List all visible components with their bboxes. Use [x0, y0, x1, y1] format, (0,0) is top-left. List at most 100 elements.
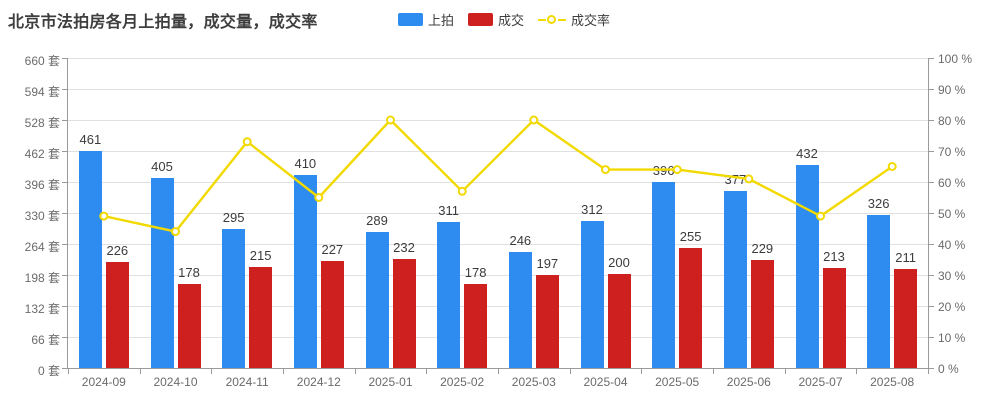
legend-swatch-icon	[398, 12, 423, 26]
bar-上拍-2024-12[interactable]	[293, 175, 317, 368]
legend-line-icon	[538, 13, 567, 26]
legend-label: 成交率	[571, 12, 611, 28]
gridline	[68, 337, 928, 338]
legend-item-1[interactable]: 上拍	[398, 10, 454, 29]
right-axis-tick	[929, 244, 934, 245]
bar-value-label: 197	[536, 256, 559, 272]
left-axis-tick	[62, 306, 67, 307]
bar-value-label: 326	[867, 195, 890, 211]
bar-value-label: 226	[106, 242, 129, 258]
left-axis-tick-label: 330 套	[24, 209, 60, 223]
right-axis-line	[928, 58, 929, 369]
gridline	[68, 120, 928, 121]
left-axis-tick-label: 264 套	[24, 240, 60, 254]
left-axis-tick-label: 528 套	[24, 116, 60, 130]
x-axis-label-2024-09: 2024-09	[81, 375, 126, 389]
x-axis-tick	[355, 369, 356, 374]
x-axis-tick	[785, 369, 786, 374]
right-axis-tick	[929, 58, 934, 59]
bar-上拍-2025-08[interactable]	[867, 214, 891, 368]
bar-value-label: 432	[796, 146, 818, 162]
bar-上拍-2025-07[interactable]	[795, 165, 819, 368]
x-axis-label-2025-07: 2025-07	[798, 375, 843, 389]
bar-成交-2025-02[interactable]	[464, 284, 488, 368]
rate-point-2025-04[interactable]	[601, 165, 610, 175]
left-axis-tick-label: 132 套	[24, 302, 60, 316]
bar-value-label: 227	[321, 242, 344, 258]
left-axis-tick	[62, 244, 67, 245]
chart-legend: 上拍 成交 成交率	[398, 9, 610, 29]
bar-成交-2024-10[interactable]	[177, 284, 201, 368]
x-axis-label-2025-08: 2025-08	[870, 375, 915, 389]
bar-成交-2025-07[interactable]	[822, 267, 846, 368]
bar-value-label: 255	[679, 229, 702, 245]
right-axis-tick-label: 0 %	[938, 362, 959, 376]
right-axis-tick-label: 50 %	[938, 207, 966, 221]
bar-上拍-2025-01[interactable]	[365, 232, 389, 368]
bar-成交-2024-09[interactable]	[105, 261, 129, 368]
bar-value-label: 178	[178, 265, 200, 281]
x-axis-tick	[856, 369, 857, 374]
right-axis-tick-label: 20 %	[938, 300, 966, 314]
left-axis-line	[67, 58, 68, 369]
right-axis-tick	[929, 151, 934, 152]
right-axis-tick-label: 90 %	[938, 83, 966, 97]
bar-上拍-2025-06[interactable]	[723, 190, 747, 368]
legend-label: 成交	[498, 12, 525, 28]
left-axis-tick	[62, 151, 67, 152]
bar-value-label: 377	[724, 171, 747, 187]
bar-上拍-2025-04[interactable]	[580, 221, 604, 368]
left-axis-tick	[62, 89, 67, 90]
rate-point-2024-11[interactable]	[242, 137, 252, 147]
left-axis-tick	[62, 182, 67, 183]
left-axis-tick-label: 0 套	[37, 364, 60, 378]
bar-成交-2025-08[interactable]	[894, 268, 918, 368]
right-axis-tick-label: 100 %	[938, 52, 973, 66]
x-axis-tick	[140, 369, 141, 374]
bar-成交-2024-11[interactable]	[249, 267, 273, 368]
bar-上拍-2025-05[interactable]	[652, 182, 676, 368]
x-axis-tick	[68, 369, 69, 374]
bar-成交-2025-04[interactable]	[607, 274, 631, 368]
right-axis-tick-label: 60 %	[938, 176, 966, 190]
left-axis-tick	[62, 368, 67, 369]
gridline	[68, 306, 928, 307]
bar-value-label: 410	[294, 156, 317, 172]
left-axis-tick	[62, 213, 67, 214]
bar-上拍-2025-02[interactable]	[437, 221, 461, 368]
bar-value-label: 215	[249, 248, 272, 263]
x-axis-tick	[211, 369, 212, 374]
left-axis-tick	[62, 275, 67, 276]
x-axis-tick	[426, 369, 427, 374]
bar-成交-2024-12[interactable]	[320, 261, 344, 368]
rate-point-2025-02[interactable]	[457, 186, 467, 196]
right-axis-tick	[929, 337, 934, 338]
bar-value-label: 178	[464, 265, 487, 281]
bar-上拍-2025-03[interactable]	[508, 252, 532, 368]
left-axis-tick-label: 660 套	[24, 54, 60, 68]
x-axis-label-2025-01: 2025-01	[368, 375, 413, 389]
legend-label: 上拍	[428, 12, 455, 28]
bar-上拍-2024-11[interactable]	[222, 229, 246, 368]
bar-上拍-2024-09[interactable]	[78, 151, 102, 368]
bar-value-label: 232	[393, 240, 415, 256]
bar-成交-2025-03[interactable]	[535, 275, 559, 368]
x-axis-label-2024-11: 2024-11	[225, 375, 269, 389]
plot-area: 0 套 66 套 132 套 198 套 264 套 330 套 396 套 462 套 528…	[25, 52, 972, 388]
legend-item-2[interactable]: 成交	[468, 10, 524, 29]
bar-成交-2025-05[interactable]	[679, 248, 703, 368]
bar-成交-2025-01[interactable]	[392, 259, 416, 368]
rate-point-2025-08[interactable]	[887, 162, 897, 171]
left-axis-tick-label: 66 套	[31, 333, 60, 347]
legend-item-3[interactable]: 成交率	[538, 10, 610, 29]
right-axis-tick-label: 40 %	[938, 238, 966, 252]
bar-value-label: 396	[652, 163, 675, 178]
x-axis-label-2025-04: 2025-04	[583, 375, 628, 389]
gridline	[68, 368, 928, 369]
bar-value-label: 211	[895, 249, 917, 265]
x-axis-tick	[713, 369, 714, 374]
x-axis-tick	[928, 369, 929, 374]
bar-成交-2025-06[interactable]	[750, 260, 774, 368]
right-axis-tick-label: 10 %	[938, 331, 966, 345]
